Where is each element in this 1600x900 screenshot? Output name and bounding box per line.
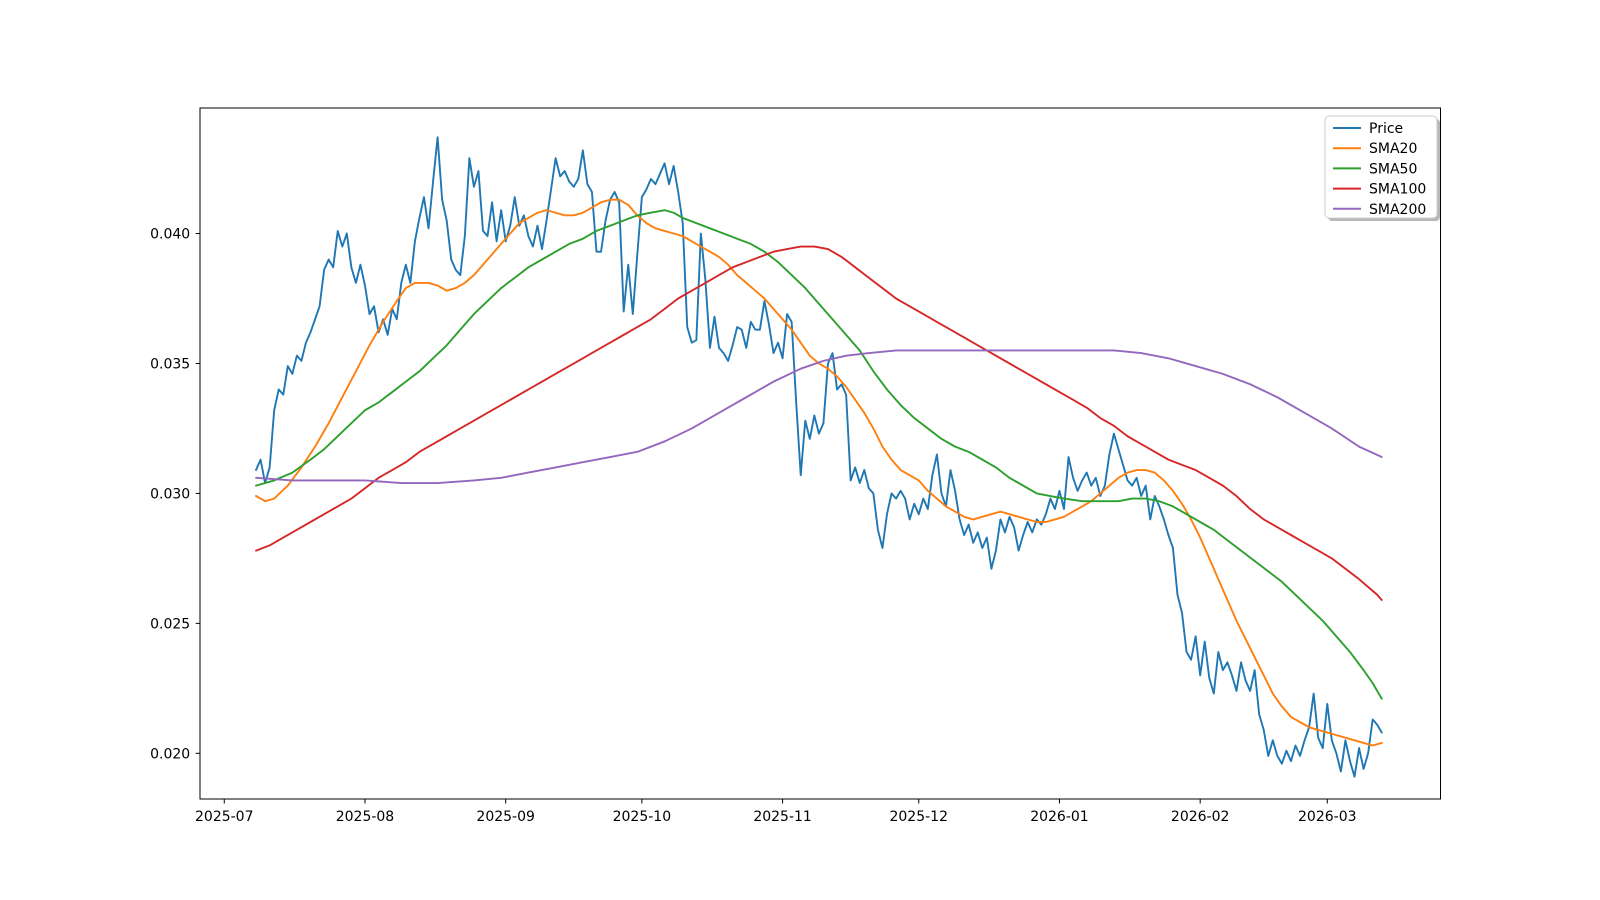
legend-label-price: Price [1369, 121, 1403, 137]
series-line-sma100 [255, 245, 1383, 601]
legend-label-sma20: SMA20 [1369, 141, 1417, 157]
y-tick-label: 0.030 [150, 486, 190, 502]
plot-area [200, 108, 1441, 799]
x-tick-label: 2026-02 [1171, 809, 1230, 825]
legend-label-sma200: SMA200 [1369, 202, 1426, 218]
series-line-sma200 [255, 349, 1383, 484]
x-tick-label: 2025-12 [889, 809, 948, 825]
legend-label-sma100: SMA100 [1369, 182, 1426, 198]
y-tick-label: 0.035 [150, 356, 190, 372]
series-line-sma20 [255, 198, 1383, 747]
x-tick-label: 2025-11 [753, 809, 812, 825]
legend-label-sma50: SMA50 [1369, 161, 1417, 177]
y-tick-label: 0.020 [150, 746, 190, 762]
y-tick-label: 0.025 [150, 616, 190, 632]
plot-border [199, 107, 1441, 800]
x-tick-label: 2025-07 [195, 809, 254, 825]
series-line-sma50 [255, 209, 1383, 700]
legend-box [1324, 115, 1438, 219]
x-tick-label: 2025-10 [613, 809, 672, 825]
x-tick-label: 2026-03 [1298, 809, 1357, 825]
series-line-price [255, 136, 1383, 778]
y-tick-label: 0.040 [150, 227, 190, 243]
x-tick-label: 2025-09 [476, 809, 535, 825]
x-tick-label: 2026-01 [1030, 809, 1089, 825]
x-tick-label: 2025-08 [336, 809, 395, 825]
